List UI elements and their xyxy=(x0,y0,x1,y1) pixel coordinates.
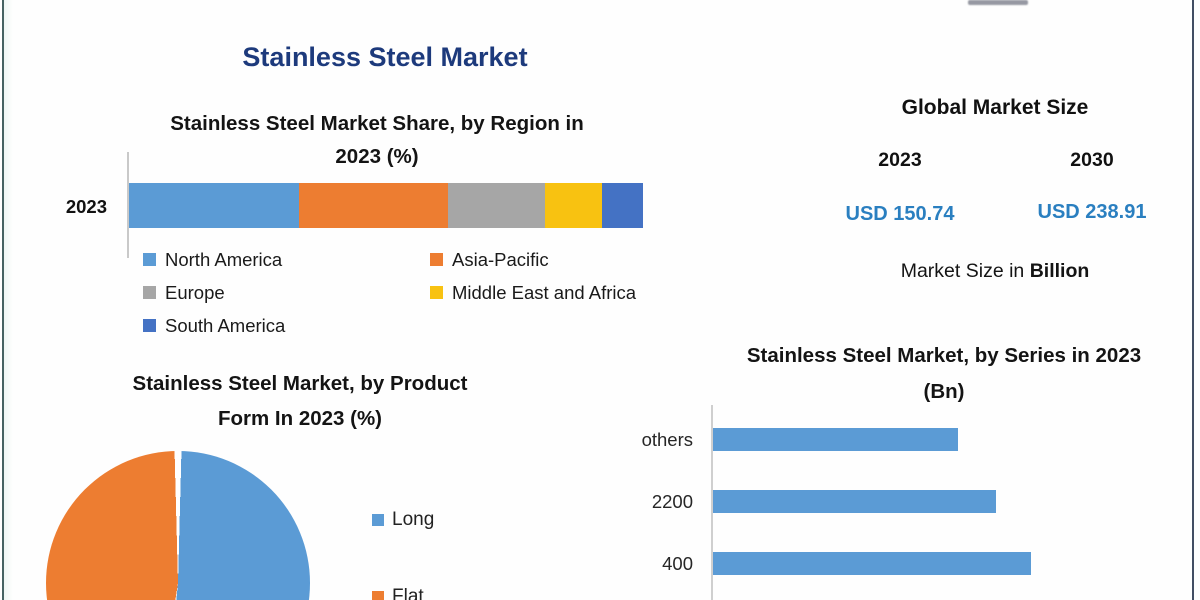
global-market-size-title: Global Market Size xyxy=(901,96,1089,119)
region-bar-segment-middle-east-and-africa xyxy=(545,183,602,228)
left-frame-border xyxy=(2,0,4,600)
region-legend-label-middle-east-and-africa: Middle East and Africa xyxy=(452,282,637,303)
product-form-pie xyxy=(46,451,310,600)
pie-legend-marker-long xyxy=(372,514,384,526)
region-legend-marker-north-america xyxy=(143,253,156,266)
market-size-year-2023: 2023 xyxy=(878,149,922,171)
market-size-year-2030: 2030 xyxy=(1070,149,1114,171)
market-size-value-2030: USD 238.91 xyxy=(1037,201,1147,223)
pie-legend-marker-flat xyxy=(372,591,384,600)
series-bar-label-400: 400 xyxy=(662,553,693,574)
region-legend-column-1: North America Europe South America xyxy=(143,249,428,348)
series-chart-title-line1: Stainless Steel Market, by Series in 202… xyxy=(746,344,1142,367)
series-bar-label-others: others xyxy=(641,429,693,450)
pie-legend-label-long: Long xyxy=(392,509,435,530)
region-bar-segment-north-america xyxy=(129,183,299,228)
left-frame-border-tint xyxy=(4,0,13,600)
region-legend-item-north-america: North America xyxy=(143,249,428,282)
pie-legend-item-long: Long xyxy=(372,508,434,532)
region-legend-label-south-america: South America xyxy=(165,315,286,336)
region-bar-segment-asia-pacific xyxy=(298,183,448,228)
region-legend-label-north-america: North America xyxy=(165,249,283,270)
region-legend-marker-asia-pacific xyxy=(430,253,443,266)
page-title: Stainless Steel Market xyxy=(242,42,528,72)
pie-legend-item-flat: Flat xyxy=(372,585,424,600)
region-legend-marker-south-america xyxy=(143,319,156,332)
region-bar-segment-europe xyxy=(447,183,546,228)
right-frame-border xyxy=(1192,0,1194,600)
region-bar-segment-south-america xyxy=(601,183,643,228)
series-bar-label-2200: 2200 xyxy=(651,491,693,512)
region-legend-item-south-america: South America xyxy=(143,315,428,348)
series-bar-2200 xyxy=(713,490,996,513)
market-size-footnote-regular: Market Size in xyxy=(900,260,1030,282)
pie-chart-title-line1: Stainless Steel Market, by Product xyxy=(132,372,468,395)
region-stacked-bar xyxy=(129,183,643,228)
region-legend-marker-europe xyxy=(143,286,156,299)
region-chart-category-label: 2023 xyxy=(65,196,107,217)
market-size-value-2023: USD 150.74 xyxy=(845,203,955,225)
series-bar-others xyxy=(713,428,958,451)
region-legend-column-2: Asia-Pacific Middle East and Africa xyxy=(430,249,690,315)
region-legend-item-europe: Europe xyxy=(143,282,428,315)
region-chart-title: Stainless Steel Market Share, by Region … xyxy=(122,107,632,173)
region-chart-axis-line xyxy=(127,152,129,258)
pie-legend-label-flat: Flat xyxy=(392,586,424,600)
series-chart-title-line2: (Bn) xyxy=(923,380,965,403)
region-legend-item-asia-pacific: Asia-Pacific xyxy=(430,249,690,282)
pie-chart-title-line2: Form In 2023 (%) xyxy=(217,407,383,430)
region-legend-label-asia-pacific: Asia-Pacific xyxy=(452,249,549,270)
region-chart-title-line1: Stainless Steel Market Share, by Region … xyxy=(170,112,584,135)
market-size-footnote: Market Size in Billion xyxy=(855,260,1135,283)
market-size-footnote-bold: Billion xyxy=(1029,260,1090,282)
series-chart-axis-line xyxy=(711,405,713,600)
cropped-header-text-artifact xyxy=(968,0,1028,5)
region-chart-title-line2: 2023 (%) xyxy=(335,145,419,168)
series-bar-400 xyxy=(713,552,1031,575)
region-legend-item-middle-east-and-africa: Middle East and Africa xyxy=(430,282,690,315)
region-legend-marker-middle-east-and-africa xyxy=(430,286,443,299)
series-chart-title: Stainless Steel Market, by Series in 202… xyxy=(700,338,1188,410)
region-legend-label-europe: Europe xyxy=(165,282,225,303)
pie-chart-title: Stainless Steel Market, by Product Form … xyxy=(80,366,520,436)
